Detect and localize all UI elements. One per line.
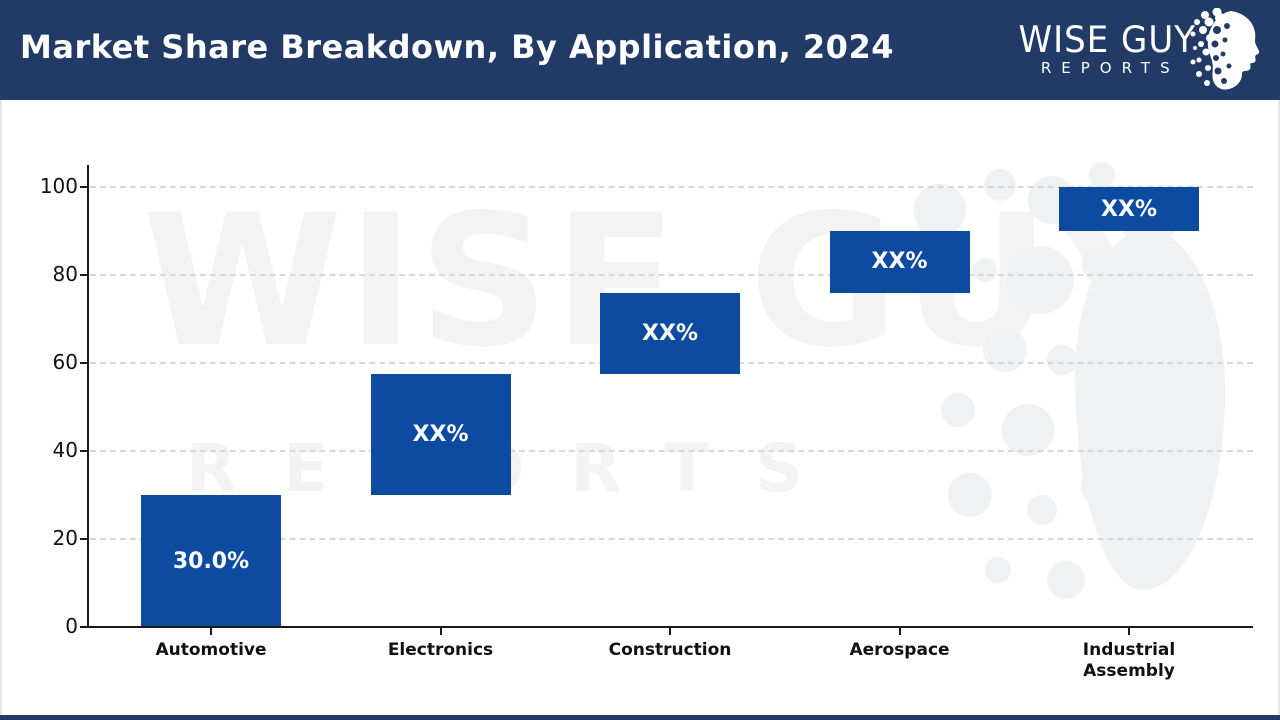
bar-value-label: XX%: [871, 249, 928, 275]
watermark-dot: [1047, 561, 1085, 599]
x-tick-3: [898, 628, 901, 635]
watermark-dot: [1002, 404, 1054, 456]
bar-industrial-assembly: XX%: [1059, 187, 1199, 231]
watermark-dot: [1092, 312, 1148, 368]
y-tick-label-60: 60: [52, 350, 78, 374]
watermark-dot: [914, 184, 966, 236]
bar-aerospace: XX%: [829, 231, 970, 293]
x-category-label: Electronics: [387, 640, 494, 660]
bar-automotive: 30.0%: [141, 495, 281, 627]
y-tick-label-40: 40: [52, 438, 78, 462]
bar-value-label: XX%: [1101, 196, 1157, 222]
y-tick-label-0: 0: [65, 614, 78, 638]
chart-title: Market Share Breakdown, By Application, …: [20, 28, 894, 66]
x-tick-2: [669, 628, 671, 635]
y-tick-label-80: 80: [52, 262, 78, 286]
watermark-dot: [948, 473, 992, 517]
watermark-dot: [1006, 246, 1074, 314]
header-bar: Market Share Breakdown, By Application, …: [0, 0, 1280, 100]
page-right-border: [1278, 100, 1280, 715]
logo-wordmark: WISE GUY: [1018, 18, 1196, 62]
logo-subtext: REPORTS: [1040, 59, 1180, 77]
x-axis-line: [87, 626, 1253, 628]
gridline-40: [90, 450, 1253, 452]
footer-bar: [0, 715, 1280, 720]
watermark-head-dots: [0, 100, 1280, 715]
gridline-20: [90, 538, 1253, 540]
watermark-dot: [941, 393, 975, 427]
y-tick-0: [80, 626, 88, 628]
x-category-label: Industrial Assembly: [1082, 640, 1176, 682]
y-tick-40: [80, 450, 88, 452]
y-tick-label-100: 100: [39, 174, 78, 198]
gridline-80: [90, 274, 1253, 276]
y-tick-label-20: 20: [52, 526, 78, 550]
watermark-dot: [1027, 495, 1057, 525]
watermark-dot: [1082, 247, 1118, 283]
x-tick-1: [439, 628, 442, 635]
chart-area: WISE GUY REPORTS 0 20 40 60 80 100 30.0% XX% XX%…: [0, 100, 1280, 715]
y-tick-20: [80, 538, 88, 540]
watermark-dot: [1047, 345, 1077, 375]
bar-value-label: 30.0%: [172, 548, 250, 574]
logo-text: WISE GUY REPORTS: [1018, 18, 1196, 77]
watermark-dot: [1081, 460, 1131, 510]
page-left-border: [0, 100, 2, 715]
x-tick-4: [1128, 628, 1130, 635]
bar-value-label: XX%: [412, 422, 469, 447]
y-tick-60: [80, 362, 88, 364]
gridline-100: [90, 186, 1253, 188]
y-tick-80: [80, 274, 88, 276]
y-axis-spine: [87, 165, 89, 627]
dotted-head-profile-icon: [1190, 8, 1260, 90]
watermark-dot: [1089, 162, 1115, 188]
x-tick-0: [210, 628, 212, 635]
watermark-dot: [973, 258, 997, 282]
watermark-dot: [984, 169, 1016, 201]
watermark-dot: [985, 557, 1011, 583]
x-category-label: Construction: [608, 640, 732, 660]
bar-value-label: XX%: [642, 320, 698, 346]
x-category-label: Automotive: [155, 640, 267, 660]
y-tick-100: [80, 186, 88, 188]
bar-electronics: XX%: [370, 374, 511, 495]
watermark-dot: [983, 328, 1027, 372]
bar-construction: XX%: [600, 292, 740, 374]
watermark-dot: [1080, 403, 1104, 427]
watermark-dot: [1113, 533, 1157, 577]
wiseguy-logo: WISE GUY REPORTS: [1018, 6, 1266, 94]
x-category-label: Aerospace: [849, 640, 950, 660]
